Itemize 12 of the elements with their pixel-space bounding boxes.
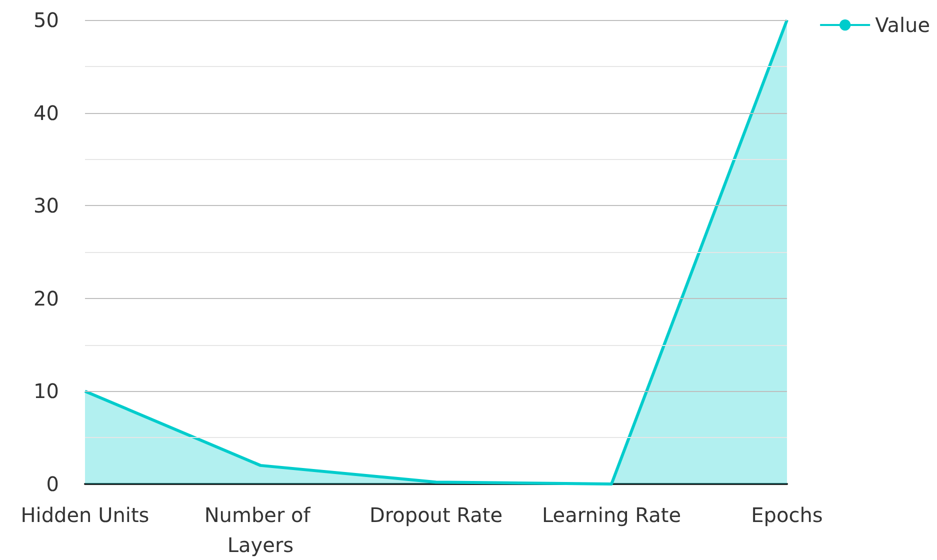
y-tick-label: 50 xyxy=(34,8,59,32)
x-tick-label: Hidden Units xyxy=(20,503,150,527)
x-tick-label: Epochs xyxy=(751,503,823,527)
x-tick-label: Number of Layers xyxy=(204,503,317,557)
y-tick-label: 40 xyxy=(34,100,59,125)
x-tick-label: Learning Rate xyxy=(542,503,682,527)
y-tick-label: 30 xyxy=(34,194,59,218)
y-tick-label: 20 xyxy=(34,286,59,310)
legend-label: Value xyxy=(875,13,930,37)
x-tick-label: Dropout Rate xyxy=(369,503,503,527)
y-tick-label: 10 xyxy=(34,379,59,404)
y-tick-label: 0 xyxy=(46,472,59,496)
